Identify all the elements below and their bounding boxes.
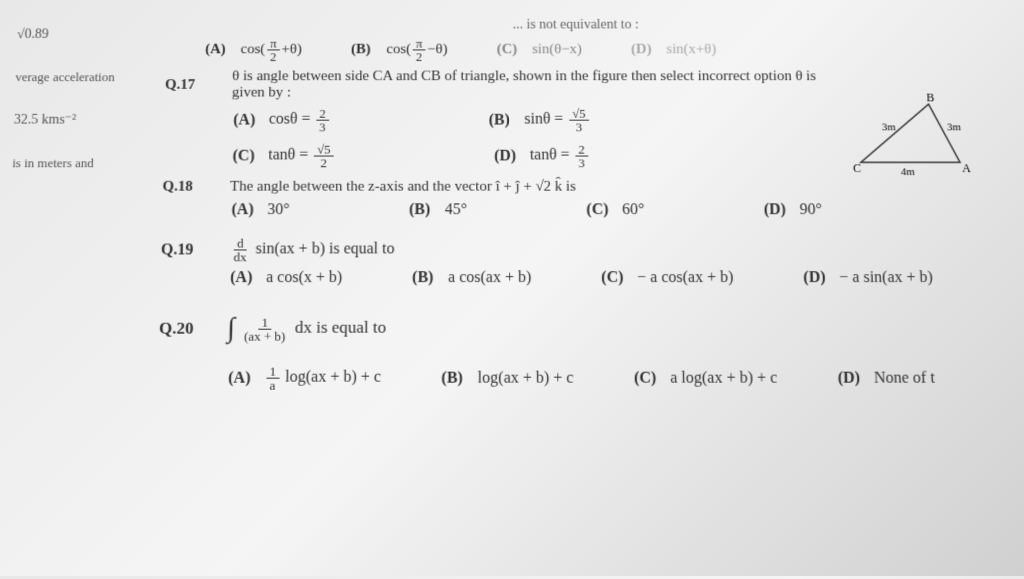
q16-options: (A) cos(π2+θ) (B) cos(π2−θ) (C) sin(θ−x)… — [205, 37, 986, 63]
q19-options: (A)a cos(x + b) (B)a cos(ax + b) (C)− a … — [230, 269, 994, 287]
side-ca: 4m — [901, 166, 916, 177]
option-a: (A)30° — [231, 201, 289, 219]
left-margin: √0.89 verage acceleration 32.5 kms⁻² is … — [3, 8, 137, 198]
option-text: sin(θ−x) — [532, 42, 582, 58]
option-text: cos(π2−θ) — [386, 37, 447, 63]
question-text: θ is angle between side CA and CB of tri… — [232, 69, 836, 102]
option-b: (B)a cos(ax + b) — [412, 269, 531, 287]
q19: Q.19 ddx sin(ax + b) is equal to — [161, 237, 994, 264]
margin-fragment: √0.89 — [17, 27, 137, 42]
option-d: (D)90° — [764, 201, 822, 219]
option-c: (C)a log(ax + b) + c — [634, 365, 778, 392]
question-text: ∫ 1(ax + b) dx is equal to — [227, 313, 996, 345]
content-column: ... is not equivalent to : (A) cos(π2+θ)… — [157, 18, 997, 392]
vertex-c: C — [853, 161, 861, 175]
partial-text: ... is not equivalent to : — [513, 18, 639, 33]
option-b: (B) cos(π2−θ) — [351, 37, 448, 63]
margin-fragment: is in meters and — [12, 156, 133, 172]
option-label: (D) — [631, 42, 661, 58]
option-b: (B)log(ax + b) + c — [441, 365, 573, 392]
option-text: sinθ = √53 — [524, 107, 590, 133]
margin-fragment: verage acceleration — [15, 70, 136, 85]
q18-options: (A)30° (B)45° (C)60° (D)90° — [231, 201, 991, 219]
option-d: (D)None of t — [837, 365, 935, 392]
option-b: (B)45° — [409, 201, 467, 219]
margin-fragment: 32.5 kms⁻² — [14, 112, 135, 128]
option-label: (B) — [351, 42, 381, 58]
question-text: ddx sin(ax + b) is equal to — [228, 237, 993, 264]
option-c: (C)60° — [586, 201, 644, 219]
option-text: cos(π2+θ) — [240, 37, 302, 63]
vertex-a: A — [962, 161, 972, 175]
question-number: Q.20 — [159, 319, 210, 339]
option-a: (A)a cos(x + b) — [230, 269, 342, 287]
question-text: The angle between the z-axis and the vec… — [230, 179, 991, 196]
option-label: (B) — [489, 111, 519, 128]
option-text: tanθ = 23 — [530, 143, 590, 169]
option-text: sin(x+θ) — [666, 42, 716, 58]
side-ba: 3m — [947, 121, 962, 133]
option-a: (A) cos(π2+θ) — [205, 37, 302, 63]
q18: Q.18 The angle between the z-axis and th… — [162, 179, 991, 196]
option-text: cosθ = 23 — [269, 107, 331, 133]
question-number: Q.19 — [161, 241, 211, 259]
option-c: (C) sin(θ−x) — [497, 42, 582, 58]
q20: Q.20 ∫ 1(ax + b) dx is equal to — [159, 313, 996, 345]
question-number: Q.18 — [162, 179, 212, 196]
q20-options: (A) 1a log(ax + b) + c (B)log(ax + b) + … — [228, 365, 998, 392]
vertex-b: B — [926, 91, 934, 105]
side-bc: 3m — [882, 121, 897, 133]
option-text: tanθ = √52 — [268, 143, 336, 169]
q17: Q.17 θ is angle between side CA and CB o… — [165, 69, 836, 102]
option-label: (A) — [233, 111, 263, 128]
option-d: (D) sin(x+θ) — [631, 42, 716, 58]
exam-page: √0.89 verage acceleration 32.5 kms⁻² is … — [0, 8, 1024, 579]
option-text: 1a log(ax + b) + c — [264, 365, 381, 392]
option-label: (C) — [232, 147, 262, 164]
triangle-diagram: B C A 3m 3m 4m — [839, 90, 980, 177]
option-c: (C) tanθ = √52 — [232, 143, 335, 169]
option-b: (B) sinθ = √53 — [489, 107, 591, 133]
option-c: (C)− a cos(ax + b) — [601, 269, 733, 287]
option-d: (D)− a sin(ax + b) — [803, 269, 933, 287]
question-number: Q.17 — [165, 77, 215, 93]
option-a: (A) 1a log(ax + b) + c — [228, 365, 381, 392]
option-label: (D) — [494, 147, 524, 164]
integral-icon: ∫ — [227, 313, 235, 344]
option-label: (C) — [497, 42, 527, 58]
option-label: (A) — [205, 42, 235, 58]
option-a: (A) cosθ = 23 — [233, 107, 331, 133]
option-d: (D) tanθ = 23 — [494, 143, 590, 169]
